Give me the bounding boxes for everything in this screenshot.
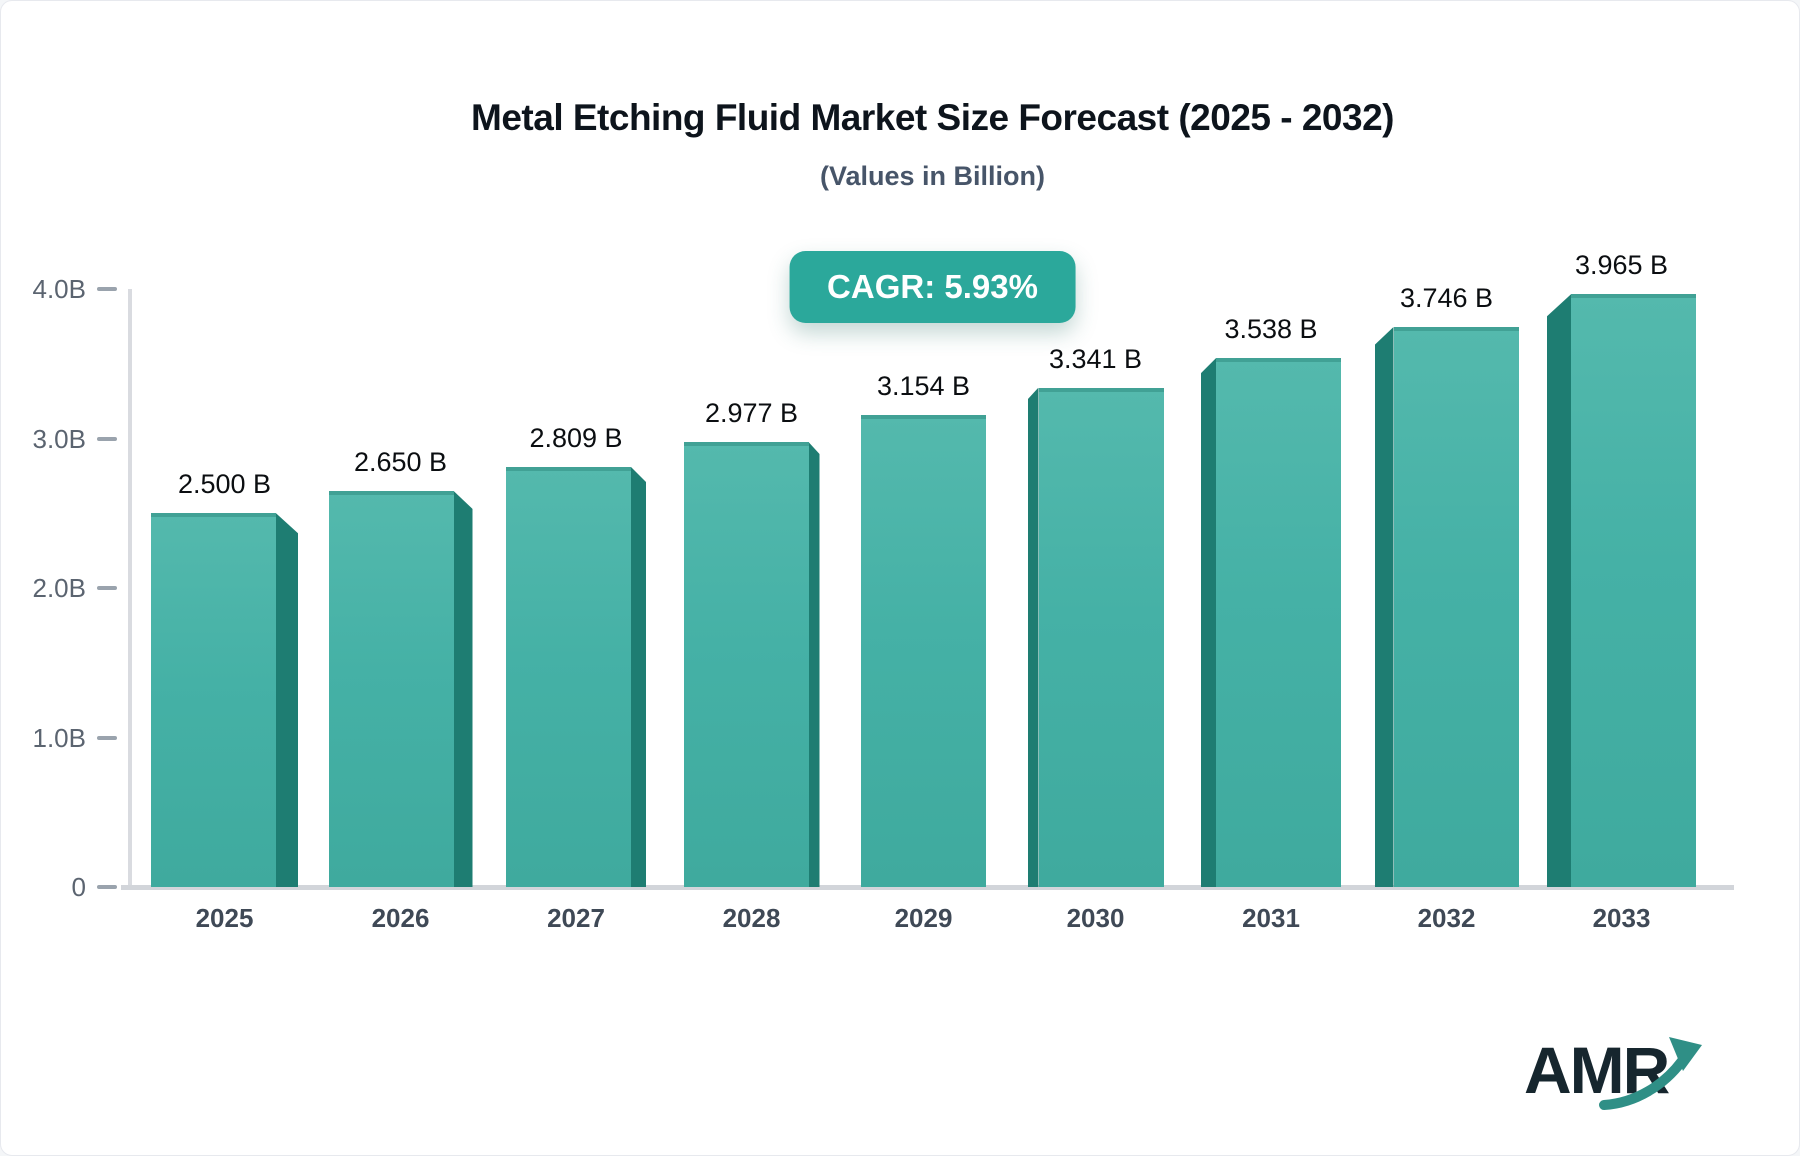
x-axis-label-2025: 2025 [195, 903, 254, 933]
bar-value-label-2026: 2.650 B [353, 446, 448, 477]
y-axis-tick-mark [97, 735, 117, 740]
y-axis-tick-mark [97, 436, 117, 441]
x-axis-label-2030: 2030 [1066, 903, 1125, 933]
bar-2030 [1027, 387, 1164, 887]
cagr-badge: CAGR: 5.93% [789, 251, 1076, 323]
bar-value-label-2029: 3.154 B [876, 371, 971, 402]
bar-2029 [861, 415, 986, 887]
bar-value-label-2030: 3.341 B [1048, 343, 1143, 374]
y-axis-tick-label: 3.0B [32, 423, 87, 454]
x-axis-label-2029: 2029 [894, 903, 953, 933]
bar-face-2033 [1571, 294, 1696, 887]
x-axis-label-2031: 2031 [1242, 903, 1300, 933]
chart-title: Metal Etching Fluid Market Size Forecast… [471, 97, 1394, 138]
y-axis-tick-label: 2.0B [32, 573, 87, 603]
bar-side-2031 [1201, 358, 1216, 887]
bar-face-2030 [1038, 387, 1164, 887]
bar-2025 [151, 513, 298, 887]
x-axis-label-2028: 2028 [722, 903, 781, 933]
bar-value-label-2025: 2.500 B [177, 469, 272, 500]
bar-2031 [1201, 358, 1341, 887]
bar-value-label-2033: 3.965 B [1574, 250, 1669, 281]
y-axis-line [128, 289, 132, 887]
bar-face-2029 [861, 415, 986, 887]
bar-side-2030 [1027, 387, 1039, 887]
bar-2026 [328, 490, 473, 887]
y-axis-tick-mark [97, 287, 117, 291]
bar-side-2027 [631, 467, 646, 887]
bar-face-2025 [151, 513, 276, 887]
bar-2032 [1374, 326, 1519, 887]
bar-face-2027 [506, 467, 631, 887]
x-axis-label-2026: 2026 [371, 903, 430, 933]
y-axis-tick-label: 0 [71, 872, 86, 902]
growth-arrow-icon [1599, 1037, 1702, 1110]
x-axis-label-2033: 2033 [1592, 903, 1651, 933]
bar-value-label-2027: 2.809 B [529, 423, 623, 454]
bar-face-2026 [328, 490, 454, 887]
amr-logo: AMR [1524, 1033, 1702, 1110]
bar-value-label-2032: 3.746 B [1399, 282, 1494, 313]
bar-value-label-2031: 3.538 B [1224, 314, 1318, 345]
bar-face-2032 [1393, 326, 1519, 887]
bar-side-2026 [453, 490, 473, 887]
y-axis-tick-mark [97, 885, 117, 889]
y-axis-tick-label: 1.0B [32, 722, 87, 753]
y-axis-tick-mark [97, 586, 117, 590]
bar-side-2033 [1547, 294, 1571, 887]
bar-side-2028 [808, 441, 820, 887]
bar-side-2032 [1374, 326, 1394, 887]
bar-2028 [683, 441, 820, 887]
x-axis-label-2032: 2032 [1417, 903, 1476, 933]
bar-2033 [1547, 294, 1696, 887]
x-axis-line [121, 885, 1734, 890]
x-axis-label-2027: 2027 [547, 903, 605, 933]
bar-face-2031 [1216, 358, 1341, 887]
bar-side-2025 [276, 513, 298, 887]
bar-2027 [506, 467, 646, 887]
y-axis-tick-label: 4.0B [32, 274, 87, 304]
chart-subtitle: (Values in Billion) [819, 161, 1046, 191]
bar-value-label-2028: 2.977 B [704, 397, 799, 428]
bar-face-2028 [683, 441, 809, 887]
